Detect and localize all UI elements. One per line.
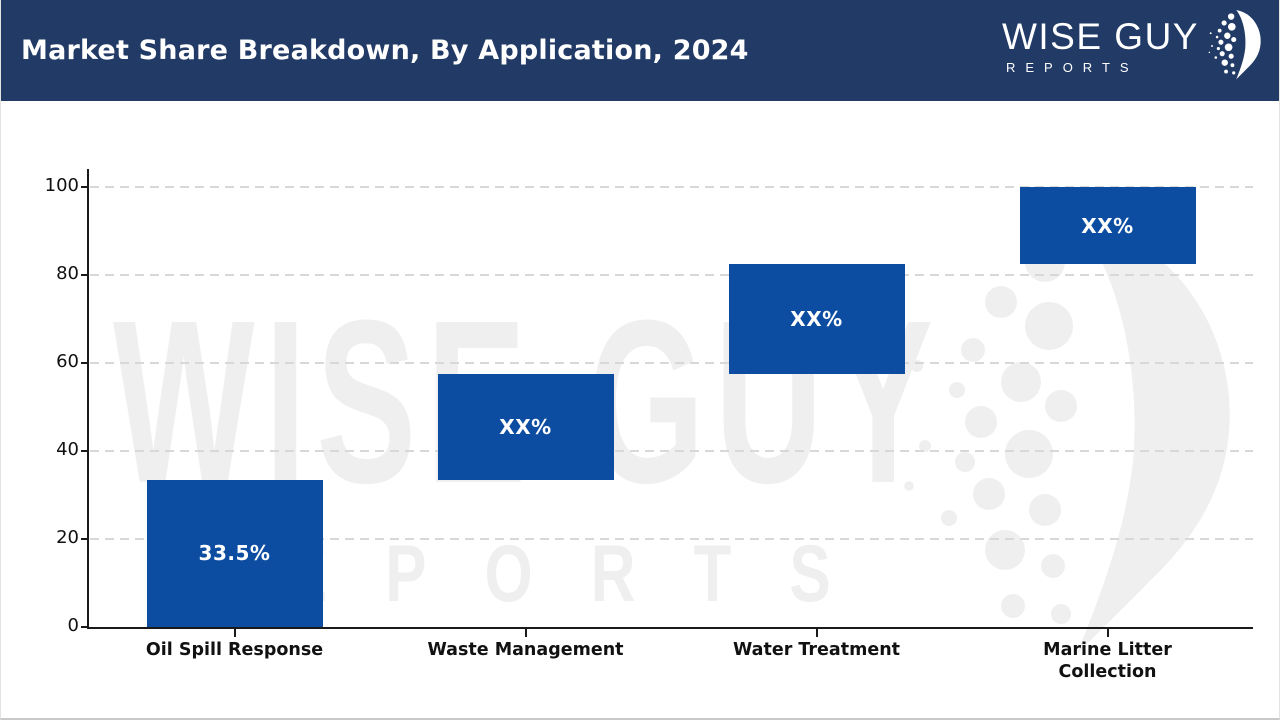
y-axis-tick-label: 60 [56,351,79,372]
y-axis-tick-label: 100 [44,175,79,196]
x-axis-tick-mark [1106,629,1109,637]
y-axis-spine [87,169,89,629]
logo-wiseguy-text: WISE GUY [1001,16,1199,58]
gridline [90,274,1253,276]
x-axis-tick-mark [524,629,527,637]
logo-reports-text: REPORTS [1005,59,1139,75]
category-label: Oil Spill Response [105,640,365,662]
y-axis-tick-mark [81,538,89,540]
bar-value-label: XX% [790,307,843,331]
bar-value-label: XX% [1081,213,1134,238]
logo-text: WISE GUY REPORTS [1001,16,1199,75]
gridline [90,450,1253,452]
category-label: Marine Litter Collection [978,640,1238,684]
x-axis-tick-mark [815,629,818,637]
category-label: Waste Management [396,640,656,662]
category-label: Water Treatment [687,640,947,662]
x-axis-spine [87,627,1253,629]
y-axis-tick-mark [81,362,89,364]
y-axis-tick-mark [81,274,89,276]
y-axis-tick-mark [81,450,89,452]
bar-value-label: XX% [499,414,552,439]
gridline [90,186,1253,188]
y-axis-tick-label: 40 [56,439,79,460]
category-label-line: Marine Litter [1043,640,1172,660]
wiseguy-logo: WISE GUY REPORTS [1002,6,1267,86]
category-label-line: Water Treatment [732,640,901,660]
page-title: Market Share Breakdown, By Application, … [21,35,749,66]
y-axis-tick-label: 80 [56,263,79,284]
y-axis-tick-label: 0 [67,615,79,636]
y-axis-tick-mark [81,186,89,188]
y-axis-tick-label: 20 [56,527,79,548]
bar: XX% [437,374,614,480]
bar: XX% [728,264,905,374]
category-label-line: Oil Spill Response [145,640,324,660]
category-label-line: Collection [1058,661,1157,682]
x-axis-tick-mark [233,629,236,637]
bar-value-label: 33.5% [198,541,271,566]
header-bar: Market Share Breakdown, By Application, … [1,0,1279,101]
wiseguy-head-icon [1203,6,1267,86]
gridline [90,538,1253,540]
y-axis-tick-mark [81,626,89,628]
gridline [90,362,1253,364]
category-label-line: Waste Management [427,640,624,660]
bar: XX% [1019,187,1196,264]
bar: 33.5% [146,479,323,627]
